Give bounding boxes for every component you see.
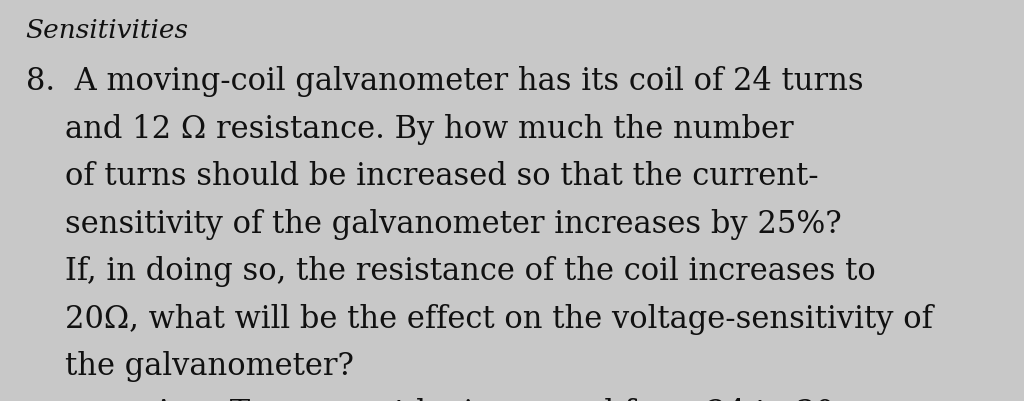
Text: Ans. Turns must be increased from 24 to 30.: Ans. Turns must be increased from 24 to …: [26, 397, 844, 401]
Text: If, in doing so, the resistance of the coil increases to: If, in doing so, the resistance of the c…: [26, 255, 876, 286]
Text: sensitivity of the galvanometer increases by 25%?: sensitivity of the galvanometer increase…: [26, 208, 842, 239]
Text: the galvanometer?: the galvanometer?: [26, 350, 353, 381]
Text: 8.  A moving-coil galvanometer has its coil of 24 turns: 8. A moving-coil galvanometer has its co…: [26, 66, 863, 97]
Text: Sensitivities: Sensitivities: [26, 18, 188, 43]
Text: and 12 Ω resistance. By how much the number: and 12 Ω resistance. By how much the num…: [26, 113, 794, 144]
Text: of turns should be increased so that the current-: of turns should be increased so that the…: [26, 161, 818, 192]
Text: 20Ω, what will be the effect on the voltage-sensitivity of: 20Ω, what will be the effect on the volt…: [26, 303, 933, 334]
